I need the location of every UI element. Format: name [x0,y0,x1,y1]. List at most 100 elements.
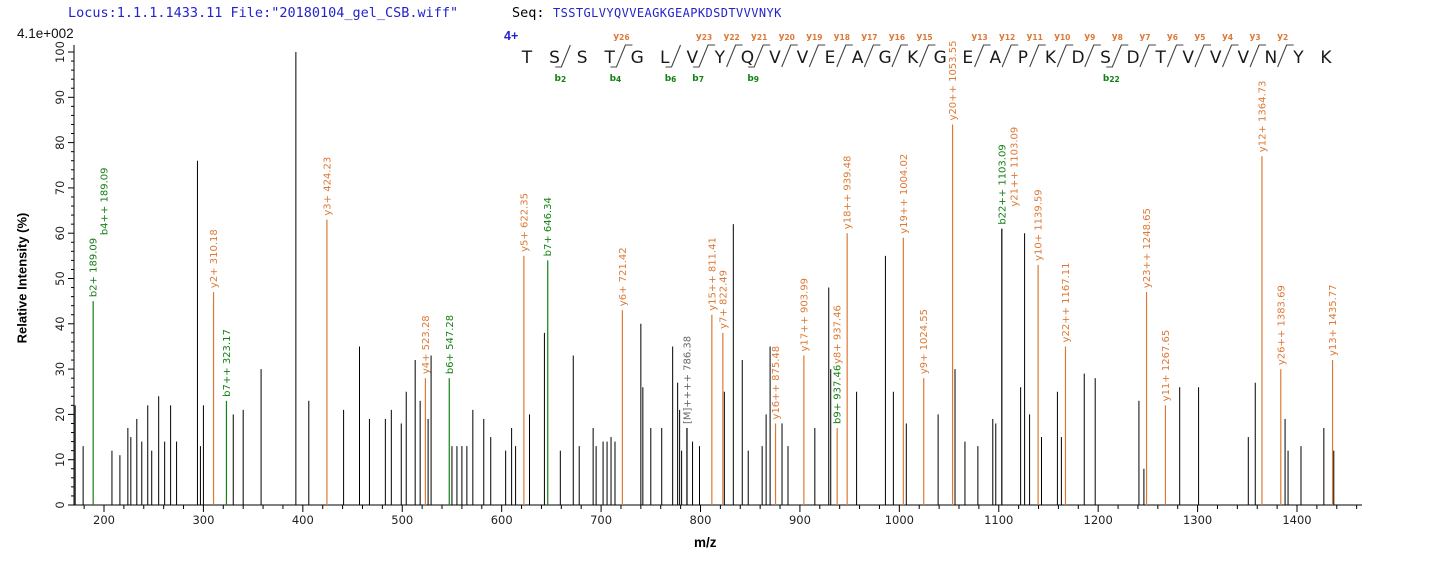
x-axis-tick-label: 200 [93,513,115,527]
fragment-cleavage-mark [1056,44,1074,68]
peak-label: y22++ 1167.11 [1061,263,1072,343]
peak-label: y19++ 1004.02 [899,154,910,234]
y-axis-tick-label: 70 [53,181,67,196]
b-ion-label: b7 [692,74,704,84]
y-ion-label: y26 [613,32,629,42]
residue-letter: G [879,48,892,68]
fragment-cleavage-mark [555,44,571,68]
peak-label: y9+ 1024.55 [919,309,930,374]
y-ion-label: y11 [1027,32,1043,42]
fragment-cleavage-mark [808,44,826,68]
peak-label: b22++ 1103.09 [997,144,1008,224]
x-axis-tick-label: 600 [491,513,513,527]
peak-label: y2+ 310.18 [209,229,220,288]
peak-label: b7+ 646.34 [543,197,554,256]
peak-label: y21++ 1103.09 [1009,127,1020,207]
residue-letter: N [1264,48,1277,68]
base-peak-intensity: 4.1e+002 [17,26,74,41]
peak-label: y6+ 721.42 [618,247,629,306]
y-axis-tick-label: 90 [53,90,67,105]
peak-label: y26++ 1383.69 [1276,285,1287,365]
residue-letter: V [1182,48,1194,68]
residue-letter: K [1320,48,1332,68]
peak-label: y12+ 1364.73 [1257,81,1268,153]
fragment-cleavage-mark [1001,44,1019,68]
peak-label: b7++ 323.17 [222,329,233,397]
residue-letter: S [1100,48,1111,68]
peak-label: y5+ 622.35 [519,193,530,252]
residue-letter: V [1210,48,1222,68]
y-ion-label: y22 [723,32,739,42]
y-axis-tick-label: 40 [53,316,67,331]
peak-label: y23++ 1248.65 [1142,208,1153,288]
locus-file-label: Locus:1.1.1.1433.11 File:"20180104_gel_C… [68,5,459,21]
residue-letter: S [549,48,560,68]
fragment-cleavage-mark [974,44,991,68]
x-axis-tick-label: 700 [590,513,612,527]
fragment-cleavage-mark [1106,44,1129,68]
fragment-cleavage-mark [863,44,881,68]
x-axis-tick-label: 1400 [1282,513,1311,527]
b-ion-label: b9 [747,74,759,84]
peak-label: y7+ 822.49 [718,270,729,329]
peak-label: y4+ 523.28 [421,315,432,374]
fragment-cleavage-mark [1139,44,1156,68]
fragment-cleavage-mark [1249,44,1267,68]
fragment-cleavage-mark [1277,44,1294,68]
y-ion-label: y12 [999,32,1015,42]
peak-label: y3+ 424.23 [322,157,333,216]
header-row: Locus:1.1.1.1433.11 File:"20180104_gel_C… [0,5,1436,23]
residue-letter: D [1127,48,1140,68]
y-ion-label: y17 [861,32,877,42]
x-axis-tick-label: 1300 [1183,513,1212,527]
y-ion-label: y4 [1222,32,1233,42]
y-ion-label: y10 [1054,32,1070,42]
y-axis-tick-label: 30 [53,362,67,377]
residue-letter: V [797,48,809,68]
precursor-charge-label: 4+ [504,29,519,43]
fragment-cleavage-mark [836,44,853,68]
fragment-cleavage-mark [1166,44,1184,68]
y-axis-tick-label: 60 [53,226,67,241]
fragment-cleavage-mark [918,44,936,68]
fragment-cleavage-mark [1084,44,1101,68]
y-axis-tick-label: 0 [53,501,67,508]
fragment-cleavage-mark [1222,44,1239,68]
peak-label: b4++ 189.09 [100,168,111,236]
x-axis-title: m/z [694,535,717,550]
residue-letter: V [686,48,698,68]
y-ion-label: y19 [806,32,822,42]
y-axis-tick-label: 100 [53,41,67,63]
residue-letter: A [990,48,1002,68]
residue-letter: G [631,48,644,68]
b-ion-label: b6 [665,74,677,84]
residue-letter: D [1071,48,1084,68]
x-axis-tick-label: 800 [690,513,712,527]
y-ion-label: y18 [834,32,850,42]
y-ion-label: y6 [1167,32,1178,42]
residue-letter: K [907,48,919,68]
sequence-caption: Seq: [512,5,545,21]
fragment-cleavage-mark [748,44,771,68]
fragment-cleavage-mark [693,44,716,68]
fragment-cleavage-mark [726,44,743,68]
residue-letter: T [1154,48,1166,68]
residue-letter: Y [1292,48,1304,68]
y-axis-tick-label: 10 [53,452,67,467]
b-ion-label: b4 [610,74,622,84]
y-axis-tick-label: 80 [53,135,67,150]
residue-letter: L [660,48,670,68]
b-ion-label: b22 [1103,74,1120,84]
x-axis-tick-label: 400 [292,513,314,527]
y-ion-label: y2 [1277,32,1288,42]
residue-letter: V [769,48,781,68]
fragment-cleavage-mark [891,44,908,68]
residue-letter: P [1018,48,1028,68]
peak-label: y16++ 875.48 [771,346,782,420]
fragment-cleavage-mark [610,44,633,68]
y-ion-label: y20 [779,32,795,42]
y-axis-tick-label: 20 [53,407,67,422]
fragment-cleavage-mark [781,44,798,68]
x-axis-tick-label: 900 [789,513,811,527]
peak-label: y10+ 1139.59 [1034,189,1045,261]
